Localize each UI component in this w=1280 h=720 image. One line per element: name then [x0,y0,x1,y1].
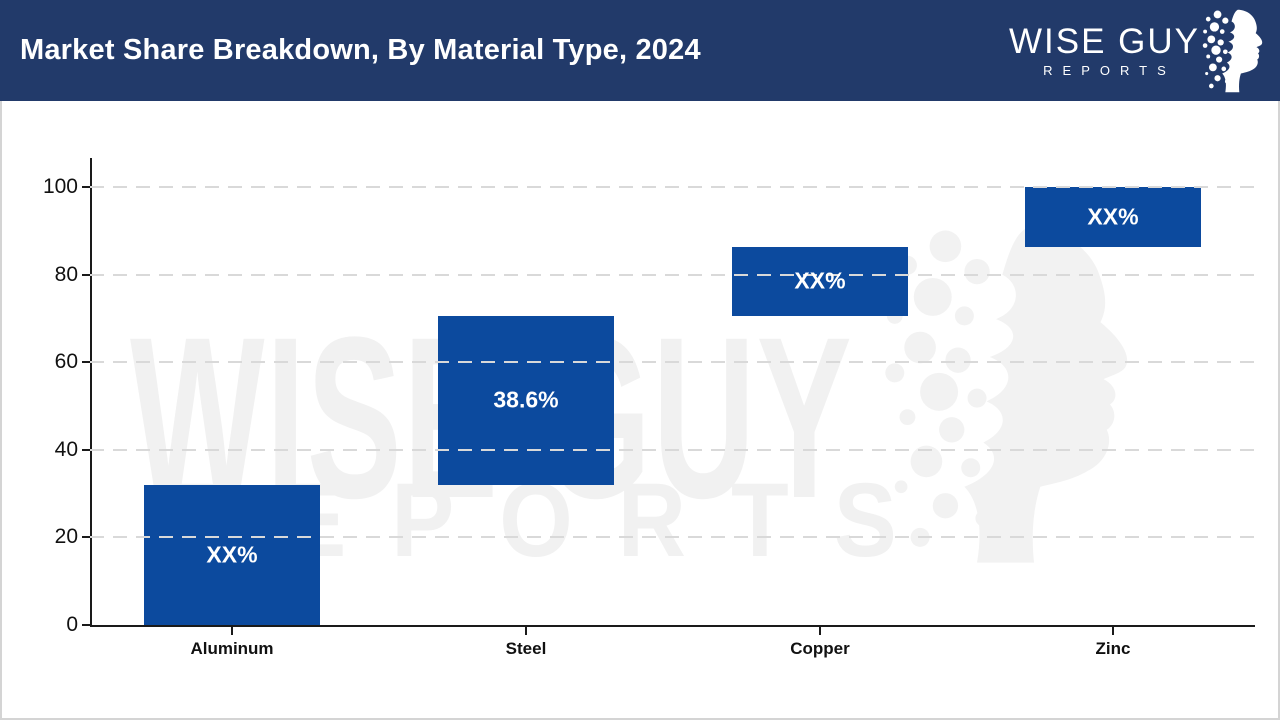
logo-primary-text: WISE GUY [1008,22,1200,62]
bar-value-label: 38.6% [493,386,559,413]
gridline-60 [90,361,1255,364]
page-title: Market Share Breakdown, By Material Type… [20,34,701,66]
y-tick [82,273,90,276]
x-tick-label-zinc: Zinc [1095,639,1131,658]
y-tick-label: 0 [66,613,78,636]
waterfall-bar-steel [438,315,614,485]
gridline-20 [90,536,1255,539]
y-tick [82,448,90,451]
x-tick-label-steel: Steel [505,639,547,658]
y-tick-label: 80 [54,262,78,286]
wise-guy-logo: WISE GUY REPORTS [1009,8,1272,94]
x-axis-spine [90,625,1255,627]
waterfall-bar-aluminum [144,484,320,625]
x-tick [231,627,233,635]
y-tick-label: 20 [54,525,78,549]
y-axis-spine [90,158,92,627]
face-profile-logo-icon [1202,9,1263,93]
waterfall-bar-zinc [1025,187,1201,247]
waterfall-bar-copper [732,246,908,316]
bar-value-label: XX% [794,267,846,294]
logo-secondary-text: REPORTS [1043,62,1176,78]
x-tick-label-aluminum: Aluminum [190,639,274,658]
y-tick-label: 40 [54,437,78,461]
app-header: Market Share Breakdown, By Material Type… [0,0,1280,101]
bar-value-label: XX% [1087,203,1139,230]
y-tick [82,186,90,188]
y-tick-label: 60 [54,350,78,374]
x-tick [819,627,821,635]
y-tick [82,536,90,539]
gridline-40 [90,448,1255,451]
y-tick [82,624,90,626]
x-tick [1112,627,1114,635]
y-tick [82,361,90,364]
x-tick-label-copper: Copper [790,639,850,658]
gridline-80 [90,273,1255,276]
x-tick [525,627,527,635]
logo-wordmark: WISE GUY REPORTS [1008,22,1200,78]
bar-value-label: XX% [206,541,258,568]
y-tick-label: 100 [42,175,78,198]
chart-area: WISE GUY REPORTS XX% 38.6% XX% XX% 0 20 40 60 80… [0,101,1280,720]
gridline-100 [90,186,1255,188]
